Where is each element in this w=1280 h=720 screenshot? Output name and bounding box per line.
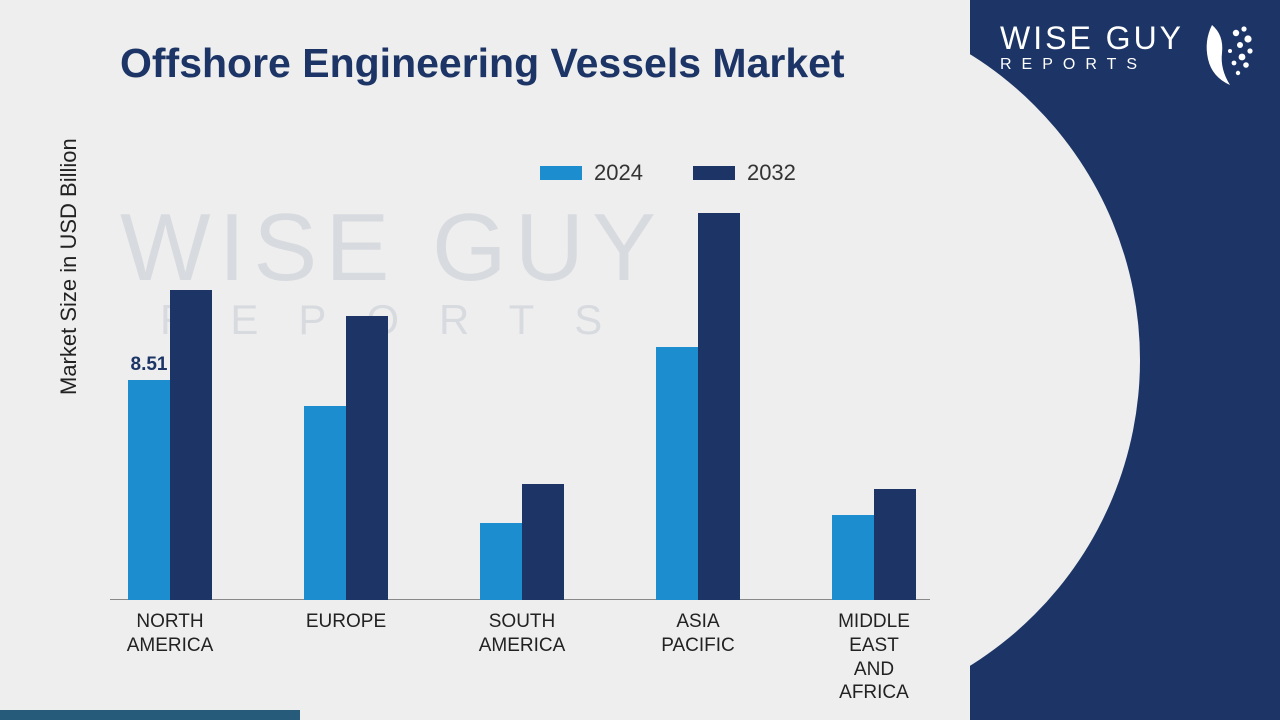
bar <box>656 347 698 600</box>
legend-item: 2032 <box>693 160 796 186</box>
bar <box>698 213 740 600</box>
chart-title: Offshore Engineering Vessels Market <box>120 40 845 87</box>
brand-logo: WISE GUY REPORTS <box>1000 22 1250 74</box>
legend-label: 2024 <box>594 160 643 186</box>
bar-value-label: 8.51 <box>131 354 168 376</box>
bar <box>170 290 212 600</box>
bar <box>522 484 564 600</box>
legend-item: 2024 <box>540 160 643 186</box>
head-icon <box>1200 17 1258 89</box>
category-label: NORTH AMERICA <box>127 610 214 658</box>
bar <box>304 406 346 600</box>
legend-label: 2032 <box>747 160 796 186</box>
category-label: MIDDLE EAST AND AFRICA <box>838 610 910 705</box>
bar <box>832 515 874 600</box>
legend-swatch <box>693 166 735 180</box>
chart-plot-area: 8.51NORTH AMERICAEUROPESOUTH AMERICAASIA… <box>110 200 930 600</box>
legend-swatch <box>540 166 582 180</box>
category-label: EUROPE <box>306 610 386 634</box>
bar <box>346 316 388 600</box>
category-label: ASIA PACIFIC <box>661 610 735 658</box>
bottom-accent-bar <box>0 710 300 720</box>
chart-stage: WISE GUY REPORTS Offshore Engineering Ve… <box>0 0 1280 720</box>
category-label: SOUTH AMERICA <box>479 610 566 658</box>
bar <box>480 523 522 600</box>
bar: 8.51 <box>128 380 170 600</box>
bar <box>874 489 916 600</box>
chart-legend: 2024 2032 <box>540 160 796 186</box>
y-axis-label: Market Size in USD Billion <box>56 138 82 395</box>
